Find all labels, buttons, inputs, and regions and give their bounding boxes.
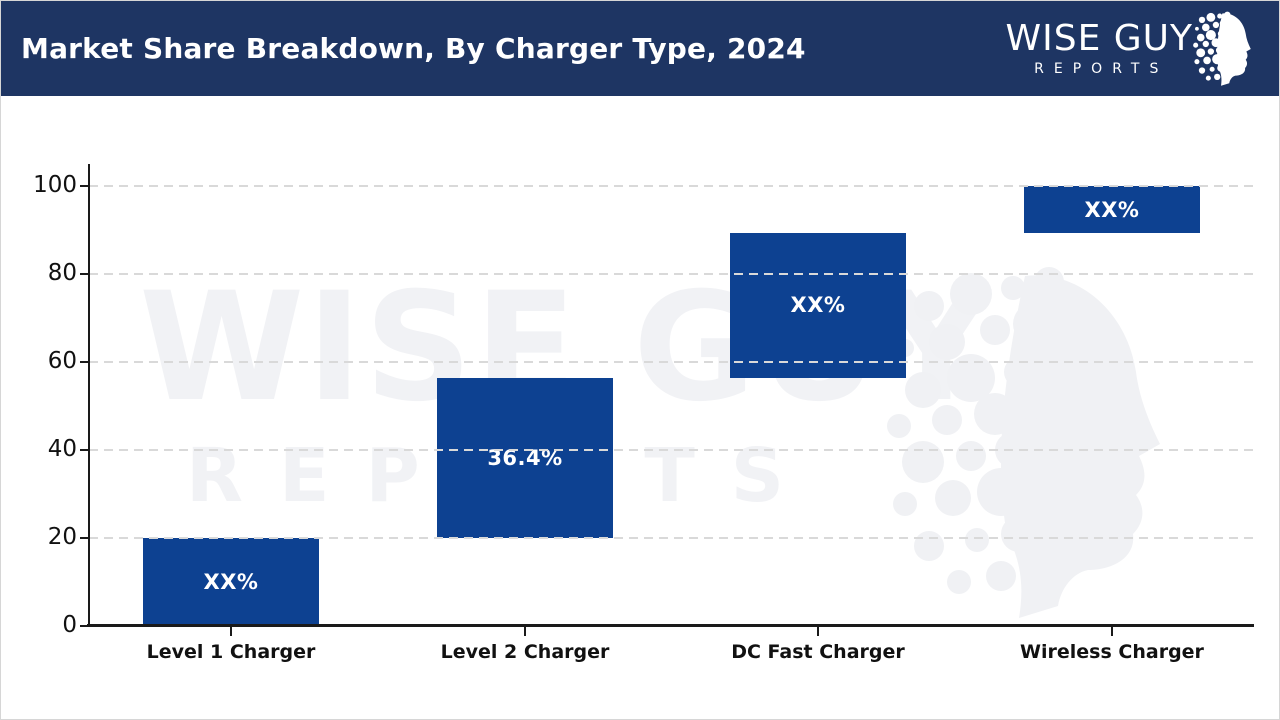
- gridline-100: [89, 185, 1254, 187]
- wiseguy-logo: WISE GUY REPORTS: [1006, 11, 1254, 87]
- y-tick-label-20-label: 20: [47, 524, 77, 550]
- bar-level-2-charger: 36.4%: [437, 377, 613, 538]
- header-bar: Market Share Breakdown, By Charger Type,…: [1, 1, 1279, 96]
- y-tick-label-40: 40: [17, 438, 77, 461]
- x-category-1: Level 1 Charger: [111, 641, 351, 663]
- y-tick-label-40-label: 40: [47, 436, 77, 462]
- bar-wireless-charger-label: XX%: [1084, 197, 1140, 222]
- x-category-2-label: Level 2 Charger: [440, 641, 610, 663]
- x-tick-3: [817, 627, 819, 636]
- x-category-4: Wireless Charger: [992, 641, 1232, 663]
- x-tick-1: [230, 627, 232, 636]
- gridline-40: [89, 449, 1254, 451]
- logo-reports-label: REPORTS: [1034, 61, 1169, 77]
- y-tick-label-100-label: 100: [33, 172, 77, 198]
- y-tick-60: [80, 361, 89, 363]
- y-tick-label-0: 0: [17, 614, 77, 637]
- chart-title: Market Share Breakdown, By Charger Type,…: [21, 32, 806, 65]
- y-axis-spine: [88, 164, 90, 626]
- y-tick-100: [80, 185, 89, 187]
- y-tick-0: [80, 625, 89, 627]
- x-category-3-label: DC Fast Charger: [731, 641, 905, 663]
- x-tick-2: [524, 627, 526, 636]
- bar-dc-fast-charger: XX%: [730, 233, 906, 378]
- bar-wireless-charger: XX%: [1024, 186, 1200, 234]
- y-tick-label-80-label: 80: [47, 260, 77, 286]
- wiseguy-face-icon: [1189, 11, 1253, 87]
- bar-level-1-charger-label: XX%: [203, 570, 259, 594]
- gridline-80: [89, 273, 1254, 275]
- watermark-face-icon: [869, 229, 1169, 659]
- x-category-4-label: Wireless Charger: [1020, 641, 1204, 663]
- bar-level-1-charger: XX%: [143, 538, 319, 626]
- logo-wiseguy-label: WISE GUY: [1005, 18, 1193, 59]
- gridline-60: [89, 361, 1254, 363]
- y-tick-20: [80, 537, 89, 539]
- x-category-2: Level 2 Charger: [405, 641, 645, 663]
- gridline-20: [89, 537, 1254, 539]
- y-tick-label-100: 100: [17, 174, 77, 197]
- y-tick-label-0-label: 0: [62, 612, 77, 638]
- y-tick-80: [80, 273, 89, 275]
- y-tick-label-60-label: 60: [47, 348, 77, 374]
- x-category-3: DC Fast Charger: [698, 641, 938, 663]
- wiseguy-logo-text: WISE GUY REPORTS: [1005, 18, 1194, 77]
- y-tick-label-80: 80: [17, 262, 77, 285]
- y-tick-40: [80, 449, 89, 451]
- x-axis-line: [87, 624, 1254, 627]
- bar-dc-fast-charger-label: XX%: [790, 293, 846, 318]
- x-category-1-label: Level 1 Charger: [146, 641, 316, 663]
- y-tick-label-60: 60: [17, 350, 77, 373]
- y-tick-label-20: 20: [17, 526, 77, 549]
- x-tick-4: [1111, 627, 1113, 636]
